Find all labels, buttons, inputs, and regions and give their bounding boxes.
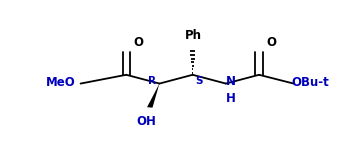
- Text: O: O: [133, 36, 143, 49]
- Text: N: N: [226, 74, 236, 88]
- Text: OH: OH: [136, 115, 156, 128]
- Text: Ph: Ph: [185, 29, 202, 42]
- Text: OBu-t: OBu-t: [291, 76, 329, 89]
- Text: H: H: [226, 91, 236, 104]
- Text: MeO: MeO: [46, 76, 76, 89]
- Text: S: S: [195, 76, 203, 86]
- Polygon shape: [147, 84, 160, 108]
- Text: R: R: [148, 76, 156, 86]
- Text: O: O: [266, 36, 277, 49]
